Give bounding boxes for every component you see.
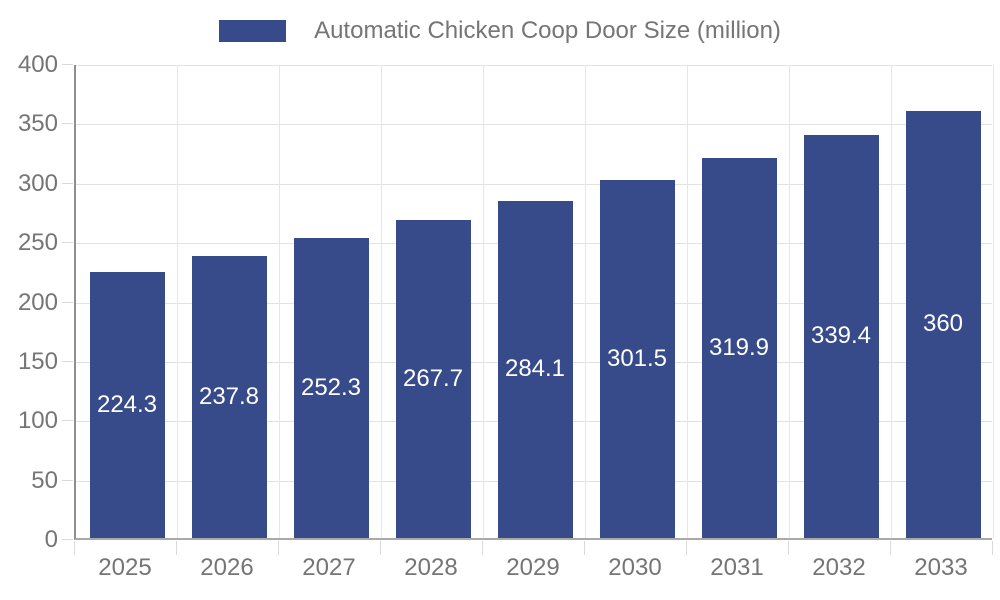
bar-value-label: 237.8 xyxy=(198,382,260,410)
vertical-gridline xyxy=(483,65,484,538)
bar[interactable]: 339.4 xyxy=(803,134,879,538)
y-axis-tick xyxy=(62,360,73,362)
x-axis-tick xyxy=(992,541,993,555)
vertical-gridline xyxy=(279,65,280,538)
y-axis-tick-label: 0 xyxy=(44,526,58,553)
vertical-gridline xyxy=(177,65,178,538)
x-axis-tick xyxy=(482,541,483,555)
vertical-gridline xyxy=(585,65,586,538)
x-axis-tick-label: 2029 xyxy=(506,554,560,581)
y-axis-tick xyxy=(62,64,73,65)
x-axis-tick xyxy=(788,541,789,555)
y-axis-tick xyxy=(62,479,73,481)
legend[interactable]: Automatic Chicken Coop Door Size (millio… xyxy=(0,14,1000,48)
horizontal-gridline xyxy=(76,65,992,66)
x-axis-tick-label: 2027 xyxy=(302,554,356,581)
x-axis-tick xyxy=(278,541,279,555)
y-axis-tick xyxy=(62,123,73,125)
horizontal-gridline xyxy=(76,183,992,185)
bar[interactable]: 319.9 xyxy=(701,158,777,538)
bar-value-label: 284.1 xyxy=(504,355,566,383)
y-axis-tick-label: 350 xyxy=(17,110,58,138)
y-axis-tick xyxy=(62,182,73,184)
bar-value-label: 224.3 xyxy=(96,390,158,418)
x-axis-tick-label: 2028 xyxy=(404,554,458,581)
bar[interactable]: 252.3 xyxy=(293,238,369,538)
x-axis-tick xyxy=(380,541,381,555)
x-axis-tick xyxy=(686,541,687,555)
legend-swatch xyxy=(219,20,287,42)
bar-value-label: 301.5 xyxy=(606,344,668,372)
x-axis-tick-label: 2030 xyxy=(608,554,662,581)
y-axis-tick-label: 100 xyxy=(17,407,58,435)
x-axis-tick xyxy=(890,541,891,555)
bar[interactable]: 301.5 xyxy=(599,179,675,538)
y-axis-tick-label: 300 xyxy=(17,169,58,197)
y-axis-tick xyxy=(62,420,73,422)
bar[interactable]: 237.8 xyxy=(191,255,267,538)
y-axis-tick xyxy=(62,242,73,244)
y-axis-tick-label: 400 xyxy=(17,51,58,78)
bar-value-label: 267.7 xyxy=(402,365,464,393)
y-axis-tick-label: 250 xyxy=(17,229,58,257)
bar-value-label: 319.9 xyxy=(708,334,770,362)
y-axis-tick-label: 50 xyxy=(31,466,58,494)
x-axis-tick-label: 2026 xyxy=(200,554,254,581)
legend-label: Automatic Chicken Coop Door Size (millio… xyxy=(314,17,781,44)
vertical-gridline xyxy=(891,65,892,538)
x-axis-tick xyxy=(584,541,585,555)
bar[interactable]: 284.1 xyxy=(497,200,573,538)
bar-value-label: 339.4 xyxy=(810,322,872,350)
x-axis-tick-label: 2031 xyxy=(710,554,764,581)
vertical-gridline xyxy=(381,65,382,538)
vertical-gridline xyxy=(687,65,688,538)
bar[interactable]: 360 xyxy=(905,110,981,538)
x-axis-tick xyxy=(74,541,75,555)
x-axis-tick xyxy=(176,541,177,555)
y-axis-tick xyxy=(62,301,73,303)
bar-value-label: 360 xyxy=(922,310,964,338)
bar[interactable]: 267.7 xyxy=(395,220,471,538)
x-axis-tick-label: 2032 xyxy=(812,554,866,581)
y-axis-tick-label: 150 xyxy=(17,347,58,375)
bar[interactable]: 224.3 xyxy=(89,271,165,538)
bar-value-label: 252.3 xyxy=(300,374,362,402)
horizontal-gridline xyxy=(76,124,992,126)
vertical-gridline xyxy=(993,65,994,538)
x-axis-tick-label: 2033 xyxy=(914,554,968,581)
plot-area: 224.3 237.8 252.3 267.7 284.1 301.5 319.9 339.4… xyxy=(74,65,994,540)
y-axis-tick xyxy=(62,539,73,540)
x-axis-tick-label: 2025 xyxy=(98,554,152,581)
y-axis-tick-label: 200 xyxy=(17,288,58,316)
vertical-gridline xyxy=(789,65,790,538)
